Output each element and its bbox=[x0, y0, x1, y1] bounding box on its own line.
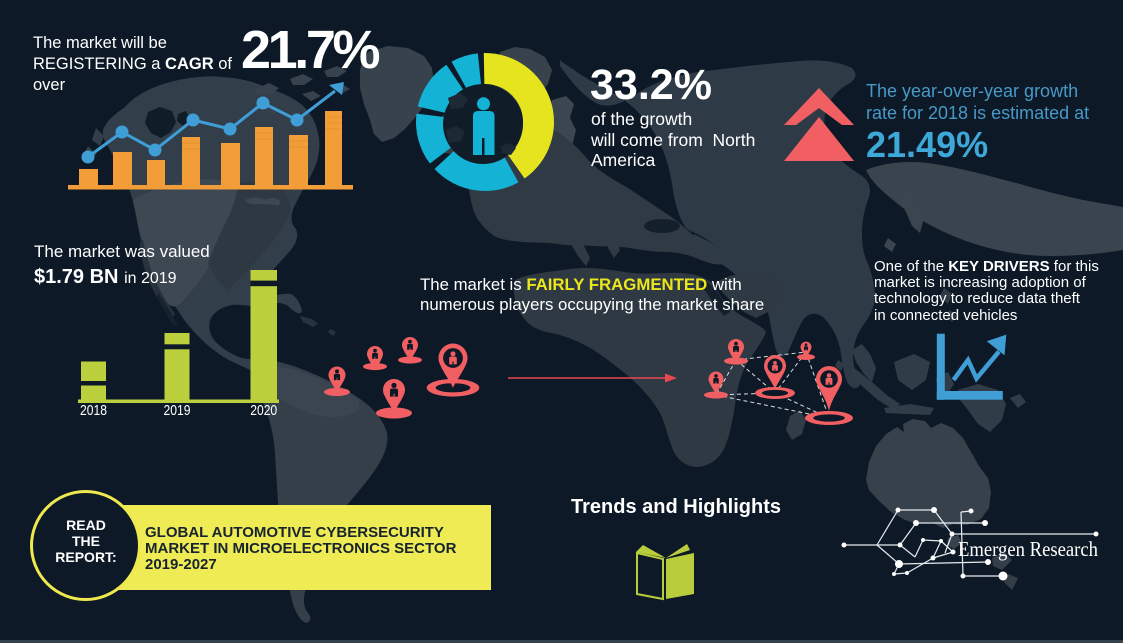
svg-text:2020: 2020 bbox=[250, 402, 277, 419]
svg-text:2018: 2018 bbox=[80, 402, 107, 419]
svg-text:Emergen Research: Emergen Research bbox=[958, 537, 1098, 561]
svg-text:2019: 2019 bbox=[164, 402, 191, 419]
